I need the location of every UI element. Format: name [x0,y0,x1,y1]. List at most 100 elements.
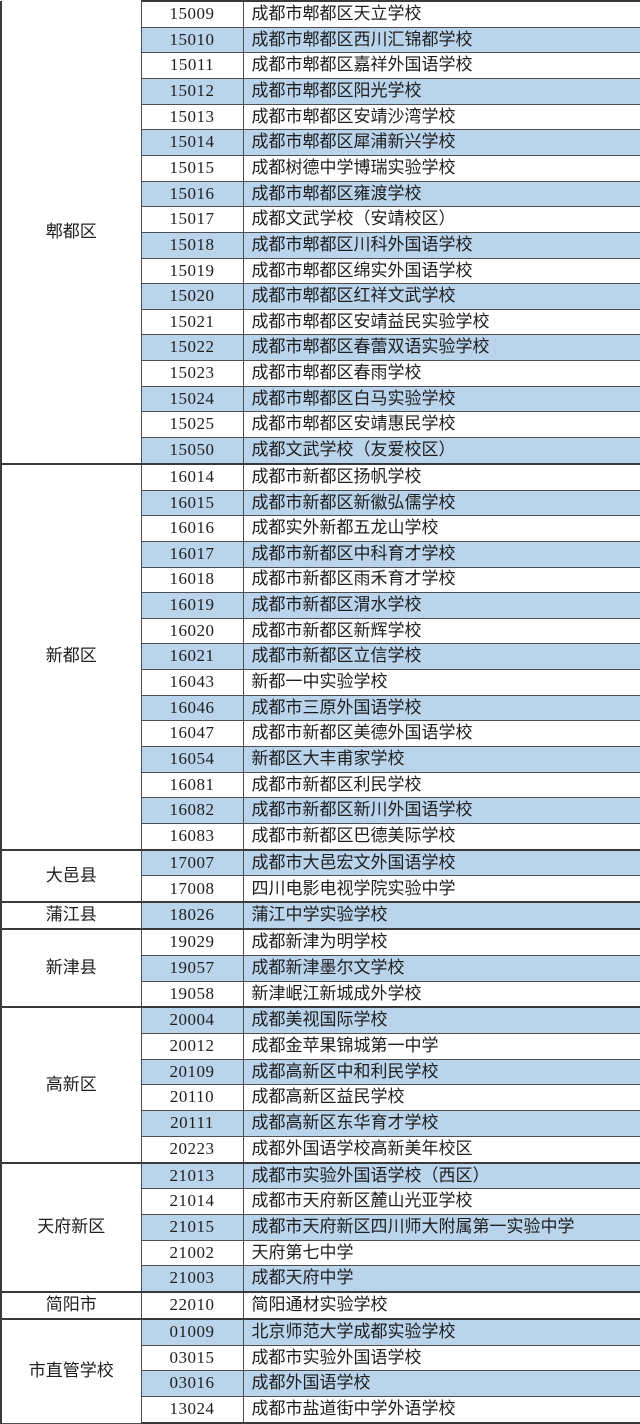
table-row: 15050 成都文武学校（友爱校区） [1,437,640,465]
school-code-cell: 15020 [140,283,244,310]
school-code-cell: 15011 [140,52,244,80]
table-row: 15014 成都市郫都区犀浦新兴学校 [1,129,640,156]
school-code-cell: 17008 [140,875,244,903]
school-name-cell: 成都市郫都区犀浦新兴学校 [242,129,640,156]
table-row: 蒲江县 18026 蒲江中学实验学校 [0,901,640,930]
school-name-cell: 新都区大丰甫家学校 [242,746,640,773]
school-code-cell: 21013 [140,1161,244,1190]
school-code-cell: 13024 [140,1396,244,1424]
table-row: 15020 成都市郫都区红祥文武学校 [1,283,640,310]
school-code-cell: 15021 [140,308,244,336]
school-name-cell: 成都高新区益民学校 [242,1084,640,1112]
school-name-cell: 成都市三原外国语学校 [242,694,640,722]
table-row: 16054 新都区大丰甫家学校 [1,746,640,773]
table-row: 21003 成都天府中学 [1,1265,640,1293]
school-code-cell: 19057 [140,954,244,982]
table-row: 15025 成都市郫都区安靖惠民学校 [1,411,640,439]
school-code-cell: 03016 [140,1370,244,1398]
school-name-cell: 成都高新区中和利民学校 [242,1058,640,1086]
school-name-cell: 成都市郫都区安靖沙湾学校 [242,103,640,131]
school-code-cell: 03015 [140,1344,244,1372]
school-code-cell: 16017 [140,540,244,568]
table-row: 21002 天府第七中学 [1,1239,640,1267]
table-row: 15011 成都市郫都区嘉祥外国语学校 [1,52,640,80]
school-name-cell: 成都新津为明学校 [242,928,640,956]
school-name-cell: 成都市郫都区川科外国语学校 [242,231,640,259]
school-name-cell: 成都美视国际学校 [242,1006,640,1035]
school-code-cell: 15023 [140,360,244,387]
school-code-cell: 15015 [140,154,244,182]
school-name-cell: 成都市新都区利民学校 [242,771,640,799]
school-code-cell: 22010 [140,1291,244,1320]
school-code-cell: 01009 [140,1317,244,1346]
school-name-cell: 成都外国语学校高新美年校区 [242,1135,640,1164]
table-row: 市直管学校 01009 北京师范大学成都实验学校 [0,1317,640,1424]
school-code-cell: 15022 [140,334,244,362]
table-row: 新津县 19029 成都新津为明学校 [0,928,640,1008]
school-name-cell: 成都市郫都区嘉祥外国语学校 [242,52,640,80]
school-code-cell: 15014 [140,129,244,156]
table-row: 新都区 16014 成都市新都区扬帆学校 [0,462,640,851]
school-name-cell: 成都市新都区美德外国语学校 [242,720,640,747]
school-name-cell: 成都文武学校（友爱校区） [242,437,640,465]
table-row: 15022 成都市郫都区春蕾双语实验学校 [1,334,640,362]
table-row: 19057 成都新津墨尔文学校 [1,954,640,982]
table-row: 03016 成都外国语学校 [1,1370,640,1398]
school-code-cell: 16082 [140,797,244,824]
school-name-cell: 新都一中实验学校 [242,669,640,696]
school-name-cell: 成都市郫都区绵实外国语学校 [242,257,640,285]
table-row: 16083 成都市新都区巴德美际学校 [1,822,640,851]
school-code-cell: 16016 [140,515,244,542]
school-code-cell: 16043 [140,669,244,696]
table-row: 20110 成都高新区益民学校 [1,1084,640,1112]
school-code-cell: 20109 [140,1058,244,1086]
school-code-cell: 15010 [140,26,244,54]
table-row: 高新区 20004 成都美视国际学校 [0,1006,640,1164]
school-name-cell: 成都市郫都区阳光学校 [242,78,640,105]
district-cell: 新都区 [0,462,142,851]
school-name-cell: 成都外国语学校 [242,1370,640,1398]
district-cell: 郫都区 [0,1,142,465]
school-code-cell: 15016 [140,180,244,208]
school-code-cell: 20004 [140,1006,244,1035]
school-name-cell: 成都市郫都区安靖惠民学校 [242,411,640,439]
table-row: 天府新区 21013 成都市实验外国语学校（西区） [0,1161,640,1293]
school-name-cell: 成都市新都区扬帆学校 [242,462,640,491]
school-name-cell: 成都市新都区渭水学校 [242,592,640,619]
table-row: 16016 成都实外新都五龙山学校 [1,515,640,542]
table-row: 17008 四川电影电视学院实验中学 [1,875,640,903]
school-name-cell: 天府第七中学 [242,1239,640,1267]
table-row: 16021 成都市新都区立信学校 [1,643,640,671]
school-code-cell: 16014 [140,462,244,491]
school-code-cell: 15019 [140,257,244,285]
school-name-cell: 成都市新都区立信学校 [242,643,640,671]
school-code-cell: 16083 [140,822,244,851]
table-row: 20223 成都外国语学校高新美年校区 [1,1135,640,1164]
school-name-cell: 成都市郫都区春雨学校 [242,360,640,387]
school-code-cell: 16020 [140,617,244,645]
school-name-cell: 成都市郫都区春蕾双语实验学校 [242,334,640,362]
table-row: 15015 成都树德中学博瑞实验学校 [1,154,640,182]
school-name-cell: 成都市实验外国语学校（西区） [242,1161,640,1190]
district-cell: 蒲江县 [0,901,142,930]
school-code-cell: 21003 [140,1265,244,1293]
school-name-cell: 成都市郫都区西川汇锦都学校 [242,26,640,54]
school-name-cell: 成都市天府新区四川师大附属第一实验中学 [242,1213,640,1241]
school-code-cell: 16021 [140,643,244,671]
district-cell: 市直管学校 [0,1317,142,1424]
table-row: 21015 成都市天府新区四川师大附属第一实验中学 [1,1213,640,1241]
school-code-cell: 19029 [140,928,244,956]
table-row: 15024 成都市郫都区白马实验学校 [1,385,640,413]
district-cell: 简阳市 [0,1291,142,1320]
school-name-cell: 成都市实验外国语学校 [242,1344,640,1372]
school-code-cell: 15018 [140,231,244,259]
school-code-cell: 15017 [140,206,244,233]
school-name-cell: 成都文武学校（安靖校区） [242,206,640,233]
school-name-cell: 成都市新都区雨禾育才学校 [242,566,640,594]
school-name-cell: 成都高新区东华育才学校 [242,1110,640,1137]
school-code-cell: 15025 [140,411,244,439]
school-name-cell: 成都市新都区巴德美际学校 [242,822,640,851]
school-name-cell: 成都市新都区新川外国语学校 [242,797,640,824]
